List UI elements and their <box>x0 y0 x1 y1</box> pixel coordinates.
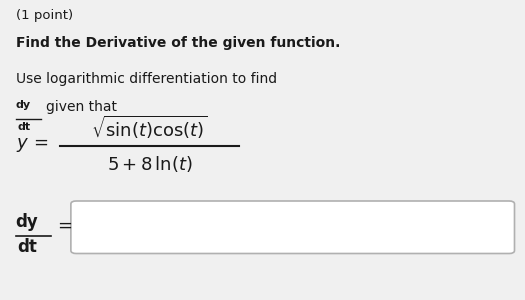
Text: $\sqrt{\sin(t)\cos(t)}$: $\sqrt{\sin(t)\cos(t)}$ <box>91 114 208 141</box>
Text: dy: dy <box>16 213 38 231</box>
Text: =: = <box>57 217 72 235</box>
Text: given that: given that <box>46 100 117 115</box>
Text: $y\,=$: $y\,=$ <box>16 136 48 154</box>
FancyBboxPatch shape <box>71 201 514 253</box>
Text: $5 + 8\,\ln(t)$: $5 + 8\,\ln(t)$ <box>107 154 193 174</box>
Text: (1 point): (1 point) <box>16 9 73 22</box>
Text: dt: dt <box>17 122 30 131</box>
Text: dt: dt <box>17 238 37 256</box>
Text: Find the Derivative of the given function.: Find the Derivative of the given functio… <box>16 36 340 50</box>
Text: Use logarithmic differentiation to find: Use logarithmic differentiation to find <box>16 72 277 86</box>
Text: dy: dy <box>16 100 31 110</box>
